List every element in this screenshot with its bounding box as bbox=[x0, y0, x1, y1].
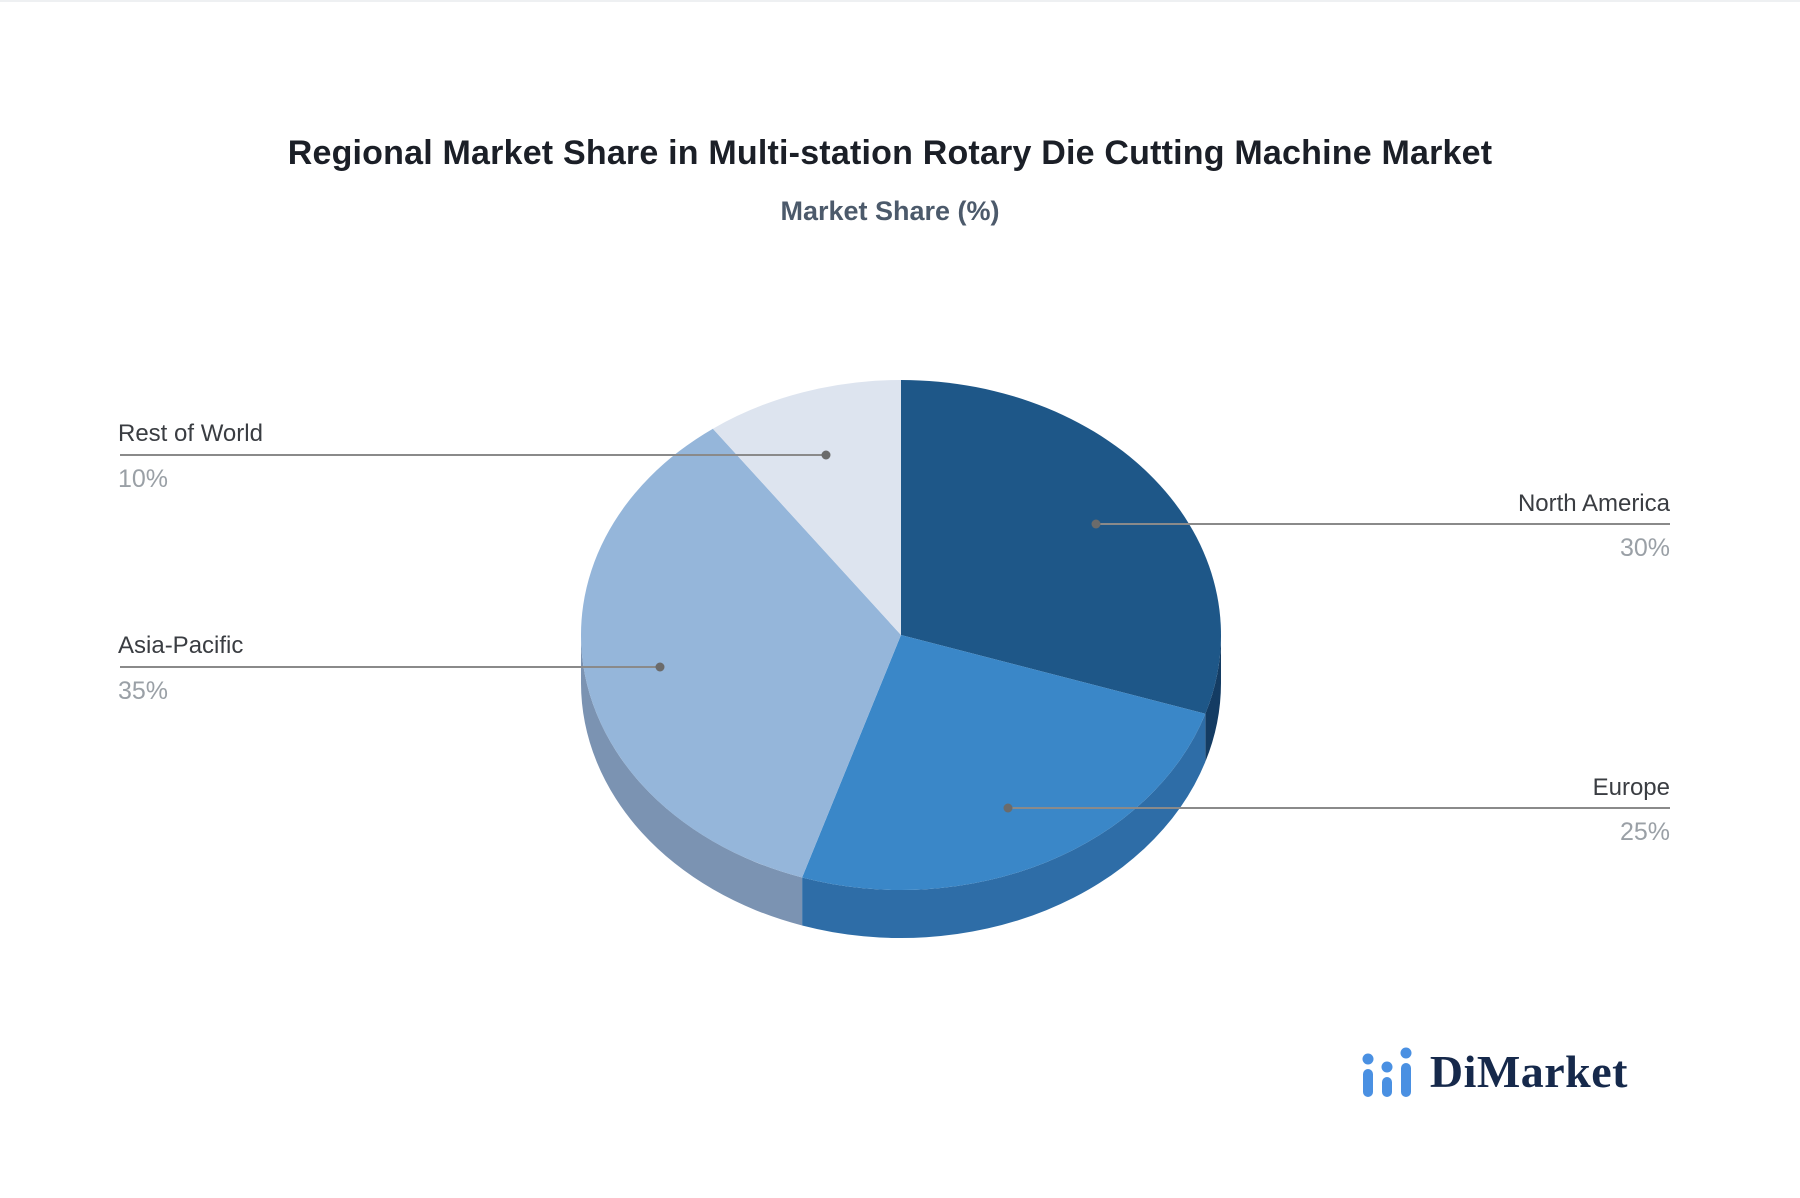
chart-title: Regional Market Share in Multi-station R… bbox=[287, 134, 1493, 172]
callout-label-europe: Europe bbox=[1592, 774, 1670, 801]
pie-slice-side-asia-pacific bbox=[581, 635, 803, 926]
pie-slice-side-north-america bbox=[1205, 635, 1221, 762]
leader-dot-asia-pacific bbox=[655, 662, 665, 672]
pie-slice-asia-pacific bbox=[580, 428, 901, 878]
callout-label-north-america: North America bbox=[1517, 490, 1670, 517]
chart-subtitle: Market Share (%) bbox=[780, 196, 1000, 226]
pie-slice-north-america bbox=[901, 379, 1221, 714]
callout-label-asia-pacific: Asia-Pacific bbox=[118, 632, 244, 659]
callout-value-asia-pacific: 35% bbox=[118, 677, 169, 705]
dimarket-logo: DiMarket bbox=[1360, 1040, 1628, 1102]
bar-chart-with-dots-icon bbox=[1362, 1047, 1412, 1097]
pie-slice-side-europe bbox=[802, 713, 1206, 938]
callout-value-north-america: 30% bbox=[1619, 534, 1670, 562]
callout-value-europe: 25% bbox=[1619, 818, 1670, 846]
callout-value-rest-of-world: 10% bbox=[118, 465, 169, 493]
pie-slice-europe bbox=[802, 635, 1206, 890]
callout-label-rest-of-world: Rest of World bbox=[118, 420, 263, 447]
pie-slice-rest-of-world bbox=[712, 380, 901, 635]
logo-text: DiMarket bbox=[1429, 1045, 1628, 1097]
leader-dot-europe bbox=[1003, 803, 1013, 813]
leader-dot-rest-of-world bbox=[821, 450, 831, 460]
leader-dot-north-america bbox=[1091, 519, 1101, 529]
